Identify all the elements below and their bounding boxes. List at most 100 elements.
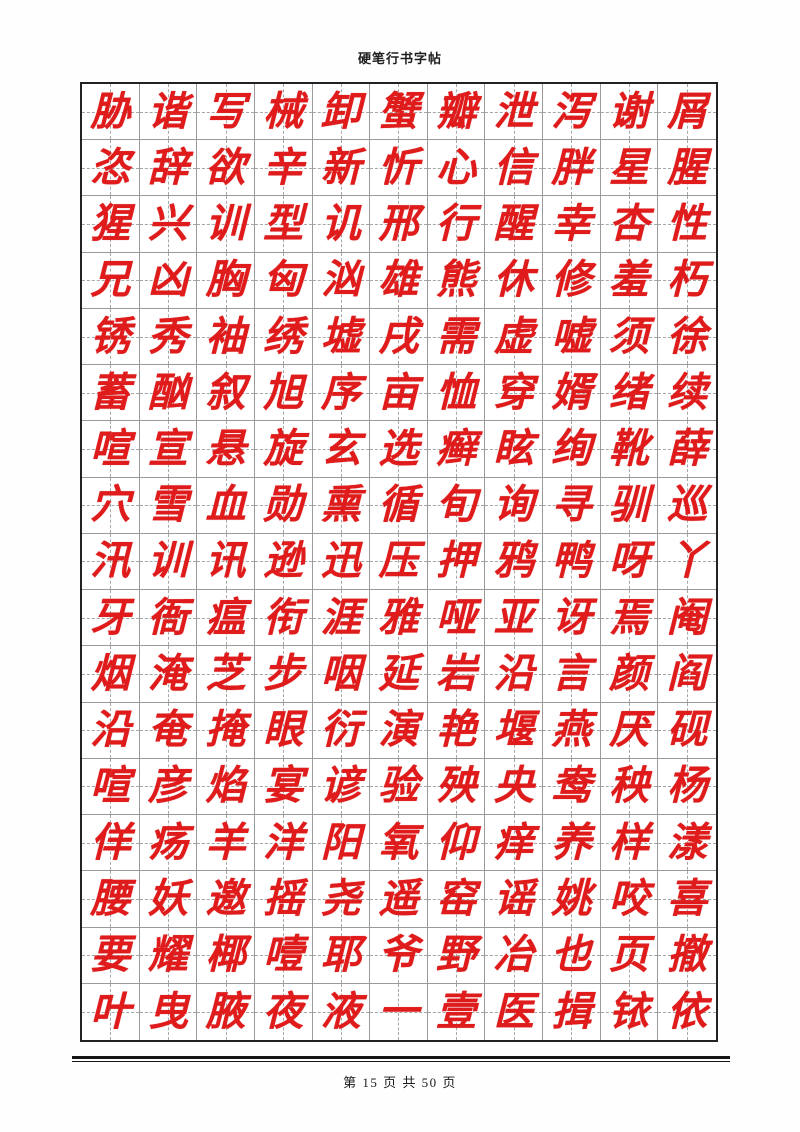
calligraphy-character: 幸 bbox=[551, 201, 592, 248]
calligraphy-character: 腥 bbox=[667, 144, 708, 191]
calligraphy-character: 凶 bbox=[147, 257, 188, 304]
grid-cell: 癣 bbox=[427, 421, 486, 478]
grid-cell: 腥 bbox=[658, 140, 716, 197]
grid-cell: 穴 bbox=[82, 477, 140, 534]
grid-cell: 液 bbox=[312, 983, 371, 1040]
calligraphy-character: 虚 bbox=[493, 313, 534, 360]
calligraphy-character: 冶 bbox=[493, 932, 534, 979]
calligraphy-character: 揖 bbox=[551, 988, 592, 1035]
calligraphy-character: 醒 bbox=[493, 201, 534, 248]
grid-cell: 玄 bbox=[312, 421, 371, 478]
calligraphy-character: 循 bbox=[378, 482, 419, 529]
grid-cell: 泻 bbox=[543, 84, 601, 141]
page-title: 硬笔行书字帖 bbox=[357, 52, 442, 67]
calligraphy-character: 训 bbox=[205, 201, 246, 248]
calligraphy-character: 蟹 bbox=[378, 88, 419, 135]
calligraphy-character: 亚 bbox=[493, 594, 534, 641]
calligraphy-character: 眩 bbox=[493, 426, 534, 473]
grid-cell: 焰 bbox=[197, 758, 255, 816]
calligraphy-character: 瓣 bbox=[436, 88, 477, 135]
grid-cell: 悬 bbox=[197, 421, 255, 478]
calligraphy-character: 撤 bbox=[667, 932, 708, 979]
footer-rule-thick bbox=[72, 1056, 730, 1059]
grid-cell: 血 bbox=[197, 477, 255, 534]
calligraphy-character: 寻 bbox=[551, 482, 592, 529]
calligraphy-character: 讯 bbox=[205, 538, 246, 585]
grid-cell: 喜 bbox=[658, 871, 716, 928]
calligraphy-character: 训 bbox=[147, 538, 188, 585]
calligraphy-character: 卸 bbox=[320, 88, 361, 135]
grid-cell: 婿 bbox=[543, 365, 601, 422]
calligraphy-character: 癣 bbox=[436, 426, 477, 473]
grid-cell: 延 bbox=[370, 646, 428, 703]
calligraphy-character: 旬 bbox=[436, 482, 477, 529]
grid-cell: 迅 bbox=[312, 533, 371, 591]
grid-cell: 淹 bbox=[139, 646, 198, 703]
calligraphy-character: 雪 bbox=[147, 482, 188, 529]
calligraphy-character: 邀 bbox=[205, 875, 246, 922]
calligraphy-character: 洋 bbox=[263, 819, 304, 866]
grid-cell: 彦 bbox=[139, 758, 198, 816]
grid-cell: 旭 bbox=[254, 365, 313, 422]
calligraphy-character: 沿 bbox=[493, 650, 534, 697]
grid-cell: 醒 bbox=[485, 196, 544, 253]
grid-cell: 欲 bbox=[197, 140, 255, 197]
calligraphy-character: 步 bbox=[263, 650, 304, 697]
calligraphy-character: 咬 bbox=[609, 875, 650, 922]
grid-cell: 驯 bbox=[600, 477, 659, 534]
grid-cell: 衍 bbox=[312, 702, 371, 759]
grid-cell: 靴 bbox=[600, 421, 659, 478]
calligraphy-character: 依 bbox=[667, 988, 708, 1035]
calligraphy-character: 熊 bbox=[436, 257, 477, 304]
grid-cell: 谣 bbox=[485, 871, 544, 928]
grid-cell: 汛 bbox=[82, 533, 140, 591]
grid-cell: 绣 bbox=[254, 308, 313, 366]
grid-cell: 械 bbox=[254, 84, 313, 141]
grid-cell: 屑 bbox=[658, 84, 716, 141]
calligraphy-character: 泻 bbox=[551, 88, 592, 135]
grid-cell: 谚 bbox=[312, 758, 371, 816]
calligraphy-character: 央 bbox=[493, 763, 534, 810]
page-header: 硬笔行书字帖 bbox=[0, 48, 800, 68]
grid-cell: 叶 bbox=[82, 983, 140, 1040]
grid-cell: 蓄 bbox=[82, 365, 140, 422]
calligraphy-character: 样 bbox=[609, 819, 650, 866]
grid-cell: 序 bbox=[312, 365, 371, 422]
calligraphy-character: 岩 bbox=[436, 650, 477, 697]
calligraphy-character: 鸭 bbox=[551, 538, 592, 585]
grid-cell: 呀 bbox=[600, 533, 659, 591]
grid-cell: 痒 bbox=[485, 815, 544, 872]
calligraphy-character: 衍 bbox=[320, 707, 361, 754]
grid-cell: 杏 bbox=[600, 196, 659, 253]
grid-cell: 训 bbox=[139, 533, 198, 591]
grid-cell: 洋 bbox=[254, 815, 313, 872]
grid-cell: 选 bbox=[370, 421, 428, 478]
grid-cell: 妖 bbox=[139, 871, 198, 928]
calligraphy-character: 衙 bbox=[147, 594, 188, 641]
grid-cell: 椰 bbox=[197, 927, 255, 984]
grid-cell: 摇 bbox=[254, 871, 313, 928]
calligraphy-character: 鸯 bbox=[551, 763, 592, 810]
grid-cell: 艳 bbox=[427, 702, 486, 759]
grid-cell: 秧 bbox=[600, 758, 659, 816]
calligraphy-character: 雅 bbox=[378, 594, 419, 641]
calligraphy-character: 哑 bbox=[436, 594, 477, 641]
grid-cell: 衔 bbox=[254, 590, 313, 647]
calligraphy-character: 羊 bbox=[205, 819, 246, 866]
calligraphy-character: 巡 bbox=[667, 482, 708, 529]
grid-cell: 腋 bbox=[197, 983, 255, 1040]
grid-cell: 绚 bbox=[543, 421, 601, 478]
grid-cell: 姚 bbox=[543, 871, 601, 928]
calligraphy-character: 逊 bbox=[263, 538, 304, 585]
grid-cell: 胖 bbox=[543, 140, 601, 197]
grid-cell: 秀 bbox=[139, 308, 198, 366]
calligraphy-character: 性 bbox=[667, 201, 708, 248]
grid-cell: 巡 bbox=[658, 477, 716, 534]
calligraphy-character: 姚 bbox=[551, 875, 592, 922]
grid-cell: 疡 bbox=[139, 815, 198, 872]
grid-cell: 铱 bbox=[600, 983, 659, 1040]
grid-cell: 依 bbox=[658, 983, 716, 1040]
grid-cell: 沿 bbox=[82, 702, 140, 759]
calligraphy-character: 杨 bbox=[667, 763, 708, 810]
calligraphy-character: 一 bbox=[378, 988, 419, 1035]
